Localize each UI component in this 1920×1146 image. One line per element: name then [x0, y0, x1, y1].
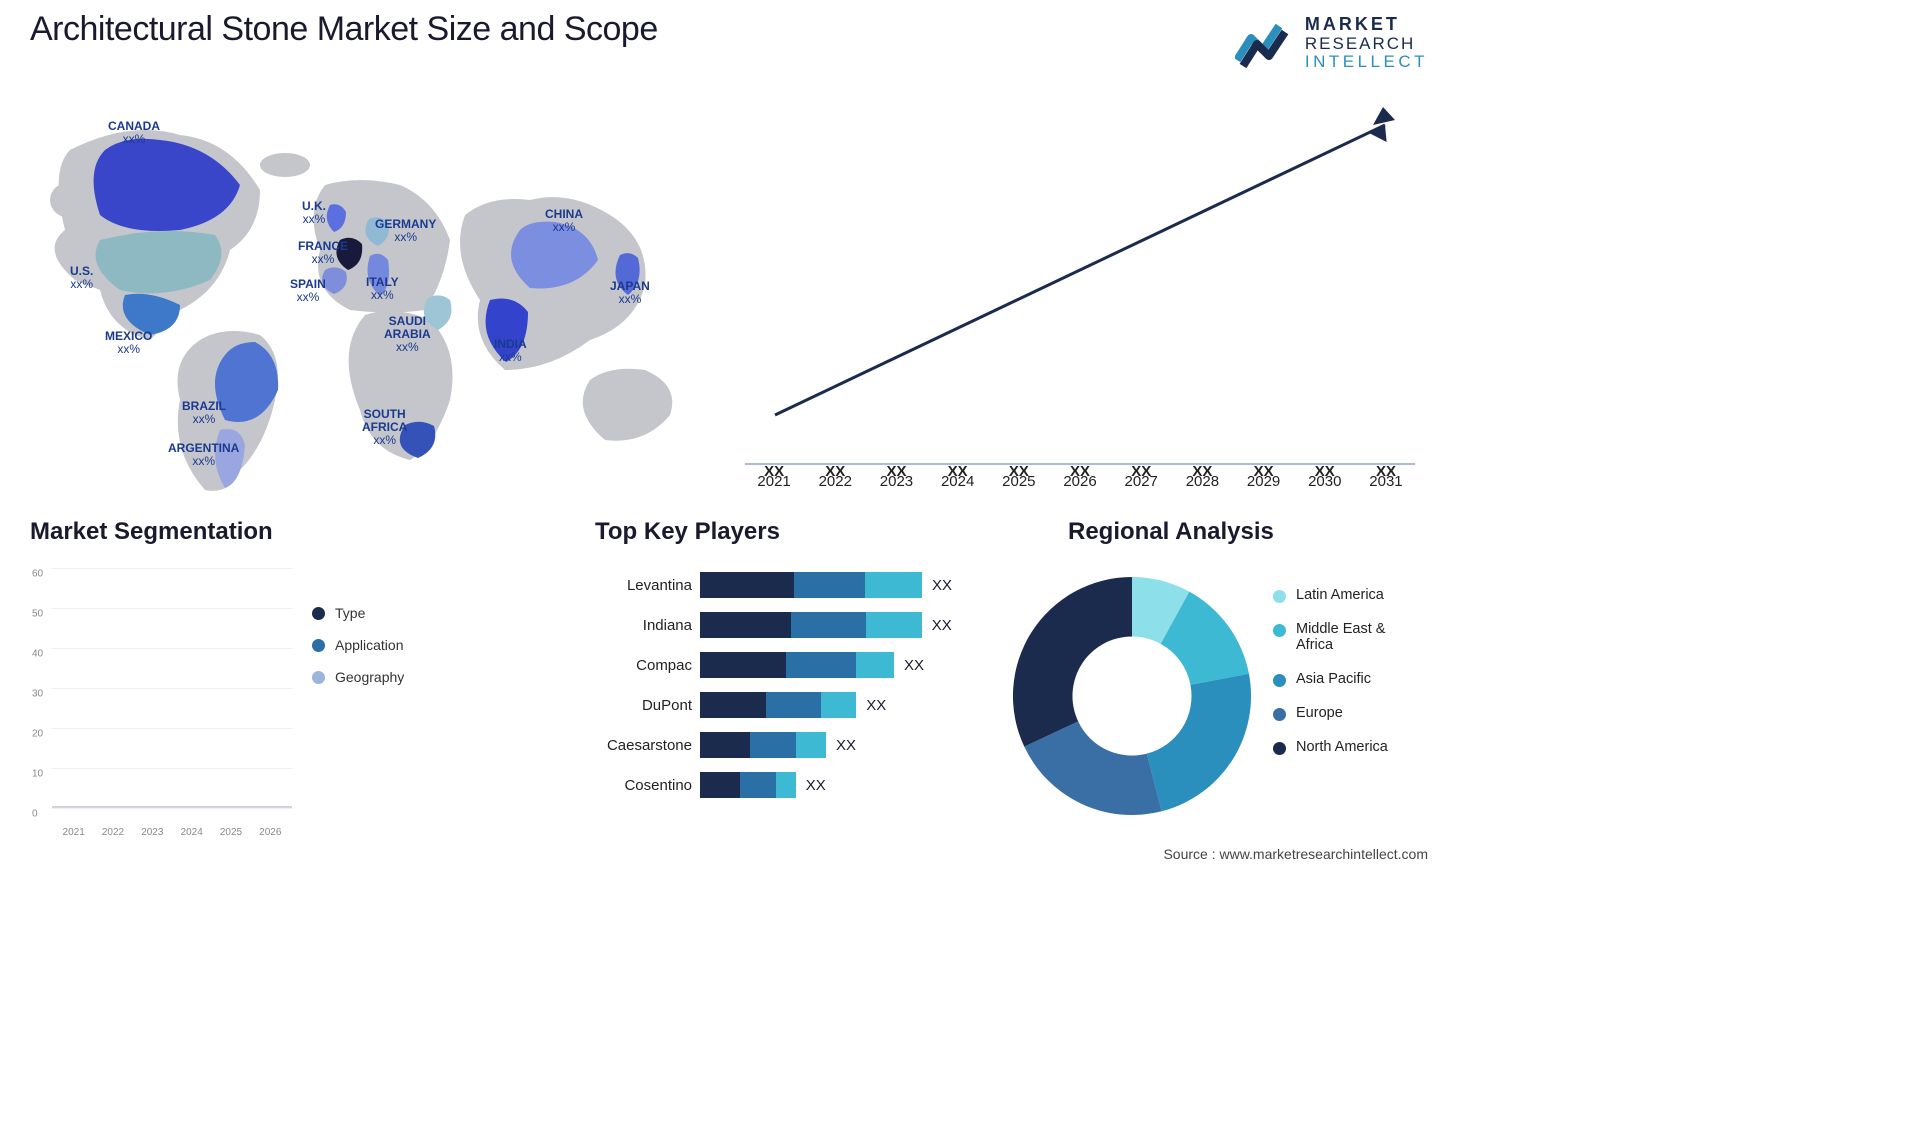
map-label: GERMANYxx% — [375, 218, 436, 244]
key-players-chart: LevantinaXXIndianaXXCompacXXDuPontXXCaes… — [595, 565, 985, 830]
segmentation-plot — [52, 568, 292, 808]
source-line: Source : www.marketresearchintellect.com — [1163, 846, 1428, 862]
map-label: U.K.xx% — [302, 200, 326, 226]
map-label: BRAZILxx% — [182, 400, 226, 426]
map-label: CHINAxx% — [545, 208, 583, 234]
x-axis-label: 2021 — [749, 473, 799, 490]
main-chart-bars: XXXXXXXXXXXXXXXXXXXXXX — [745, 140, 1415, 465]
brand-line1: MARKET — [1305, 15, 1428, 35]
x-axis-label: 2022 — [810, 473, 860, 490]
map-label: MEXICOxx% — [105, 330, 152, 356]
legend-item: Application — [312, 637, 404, 653]
segmentation-xlabels: 202120222023202420252026 — [52, 827, 292, 838]
map-label: SAUDIARABIAxx% — [384, 315, 431, 355]
key-player-row: CaesarstoneXX — [595, 725, 985, 765]
key-player-row: LevantinaXX — [595, 565, 985, 605]
key-player-row: CosentinoXX — [595, 765, 985, 805]
x-axis-label: 2031 — [1361, 473, 1411, 490]
regional-legend: Latin America Middle East &Africa Asia Pac… — [1273, 587, 1388, 773]
legend-item: Europe — [1273, 705, 1388, 721]
legend-item: North America — [1273, 739, 1388, 755]
donut-slice — [1147, 674, 1251, 812]
world-map: CANADAxx% U.S.xx% MEXICOxx% BRAZILxx% ARGENT… — [30, 80, 720, 500]
legend-item: Middle East &Africa — [1273, 621, 1388, 653]
segmentation-chart: 0102030405060 202120222023202420252026 T… — [30, 560, 400, 820]
map-label: U.S.xx% — [70, 265, 93, 291]
x-axis-label: 2025 — [994, 473, 1044, 490]
map-label: FRANCExx% — [298, 240, 348, 266]
page-title: Architectural Stone Market Size and Scop… — [30, 10, 658, 49]
x-axis-label: 2029 — [1239, 473, 1289, 490]
key-player-row: CompacXX — [595, 645, 985, 685]
map-label: INDIAxx% — [494, 338, 527, 364]
brand-logo: MARKET RESEARCH INTELLECT — [1235, 15, 1428, 72]
brand-line2: RESEARCH — [1305, 35, 1428, 54]
map-label: SOUTHAFRICAxx% — [362, 408, 407, 448]
legend-item: Latin America — [1273, 587, 1388, 603]
donut-svg — [1008, 572, 1256, 820]
brand-line3: INTELLECT — [1305, 53, 1428, 72]
segmentation-y-axis: 0102030405060 — [32, 568, 52, 808]
map-label: CANADAxx% — [108, 120, 160, 146]
main-growth-chart: XXXXXXXXXXXXXXXXXXXXXX 20212022202320242… — [745, 95, 1415, 490]
segmentation-legend: Type Application Geography — [312, 605, 404, 701]
regional-title: Regional Analysis — [1068, 518, 1274, 546]
donut-slice — [1013, 577, 1132, 747]
x-axis-label: 2028 — [1177, 473, 1227, 490]
map-label: JAPANxx% — [610, 280, 650, 306]
brand-mark-icon — [1235, 20, 1295, 68]
legend-item: Type — [312, 605, 404, 621]
x-axis-label: 2026 — [1055, 473, 1105, 490]
legend-item: Geography — [312, 669, 404, 685]
map-label: ITALYxx% — [366, 276, 399, 302]
legend-item: Asia Pacific — [1273, 671, 1388, 687]
key-player-row: IndianaXX — [595, 605, 985, 645]
x-axis-label: 2024 — [933, 473, 983, 490]
segmentation-title: Market Segmentation — [30, 518, 273, 546]
key-player-row: DuPontXX — [595, 685, 985, 725]
x-axis-label: 2027 — [1116, 473, 1166, 490]
x-axis-label: 2023 — [871, 473, 921, 490]
segmentation-bars — [52, 568, 292, 806]
map-label: ARGENTINAxx% — [168, 442, 239, 468]
main-chart-xlabels: 2021 2022 2023 2024 2025 2026 2027 2028 2029 2030… — [745, 473, 1415, 490]
map-label: SPAINxx% — [290, 278, 326, 304]
key-players-title: Top Key Players — [595, 518, 780, 546]
regional-chart: Latin America Middle East &Africa Asia Pac… — [1008, 562, 1438, 832]
x-axis-label: 2030 — [1300, 473, 1350, 490]
